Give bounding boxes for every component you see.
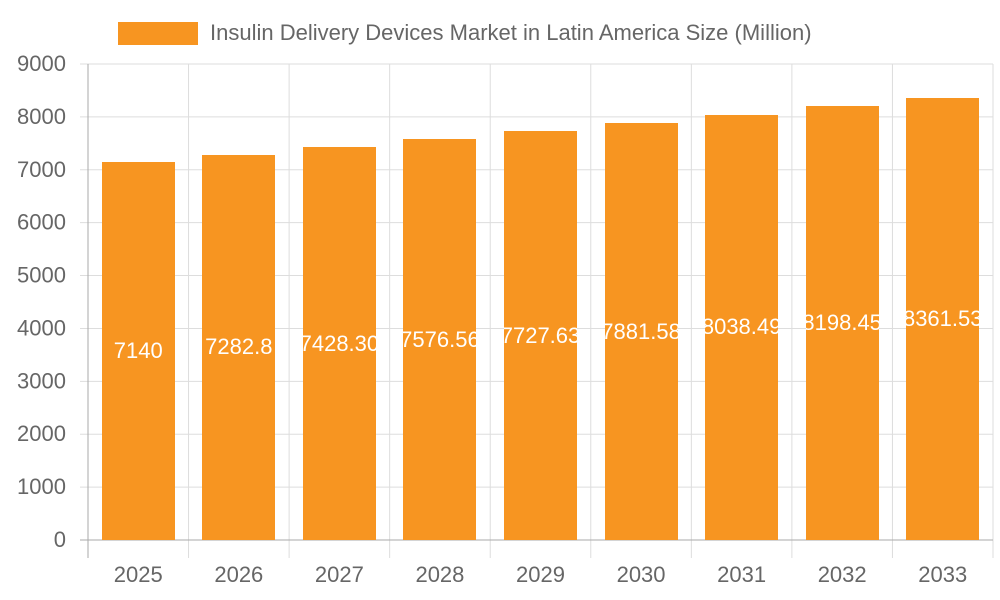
y-tick-label: 4000	[17, 315, 66, 340]
x-tick-label: 2032	[818, 562, 867, 587]
bar: 8038.49	[705, 114, 779, 540]
y-tick-label: 7000	[17, 157, 66, 182]
y-tick-label: 5000	[17, 263, 66, 288]
data-label: 7282.8	[205, 334, 273, 360]
x-tick-label: 2025	[114, 562, 163, 587]
y-tick-label: 1000	[17, 474, 66, 499]
bar: 7282.8	[202, 154, 276, 540]
x-tick-label: 2033	[918, 562, 967, 587]
data-label: 7727.63	[504, 322, 577, 348]
x-tick-label: 2027	[315, 562, 364, 587]
y-tick-label: 6000	[17, 210, 66, 235]
bar: 7428.30	[302, 147, 376, 540]
data-label: 7428.30	[302, 330, 376, 356]
bar: 7140	[101, 162, 175, 540]
y-tick-label: 9000	[17, 51, 66, 76]
legend: Insulin Delivery Devices Market in Latin…	[118, 20, 812, 46]
data-label: 8198.45	[805, 310, 879, 336]
data-label: 7140	[113, 338, 163, 364]
bar: 8198.45	[805, 106, 879, 540]
x-tick-label: 2030	[617, 562, 666, 587]
x-tick-label: 2028	[415, 562, 464, 587]
bar: 7576.56	[403, 139, 477, 540]
data-label: 8038.49	[705, 314, 779, 340]
y-tick-label: 0	[54, 527, 66, 552]
legend-swatch	[118, 21, 198, 45]
bar: 7727.63	[504, 131, 577, 540]
legend-label: Insulin Delivery Devices Market in Latin…	[210, 20, 812, 45]
data-label: 7881.58	[604, 318, 678, 344]
x-tick-label: 2029	[516, 562, 565, 587]
bar: 7881.58	[604, 123, 678, 540]
y-tick-label: 8000	[17, 104, 66, 129]
bar: 8361.53	[906, 97, 980, 540]
data-label: 7576.56	[403, 326, 477, 352]
y-tick-label: 3000	[17, 368, 66, 393]
x-tick-label: 2026	[214, 562, 263, 587]
y-tick-label: 2000	[17, 421, 66, 446]
data-label: 8361.53	[906, 305, 980, 331]
x-tick-label: 2031	[717, 562, 766, 587]
